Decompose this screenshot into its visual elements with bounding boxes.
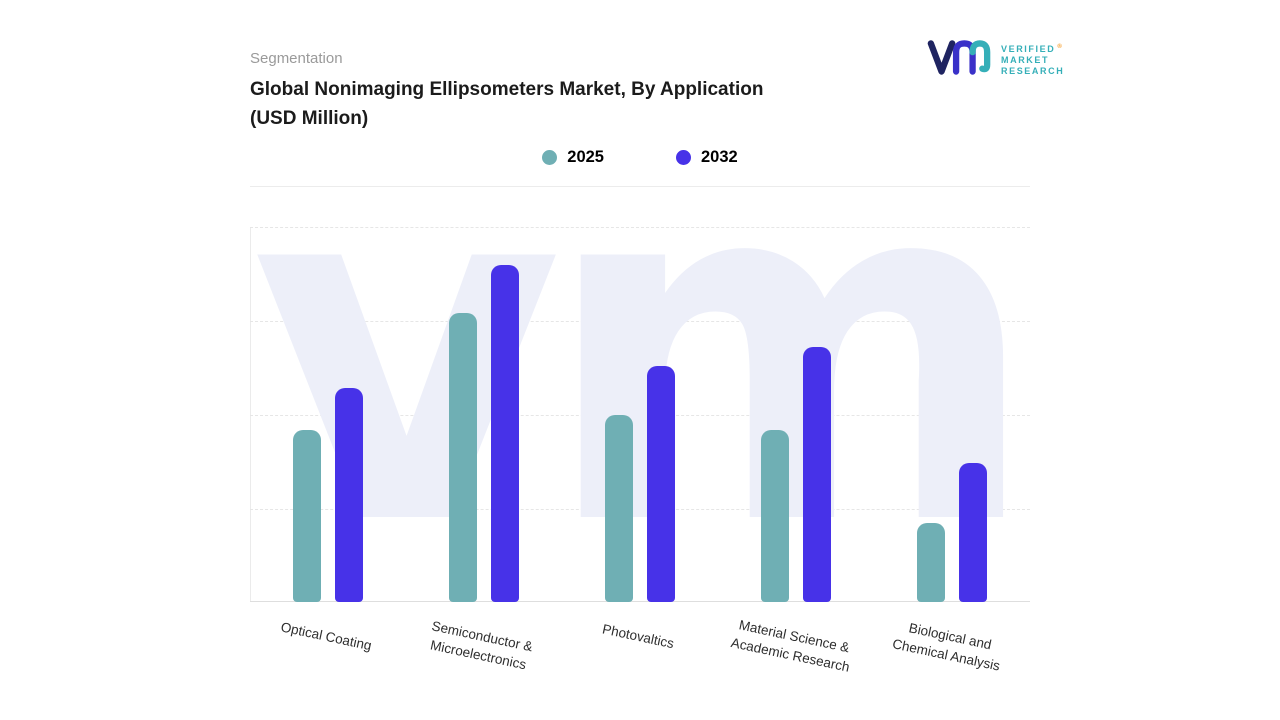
chart-legend: 2025 2032 [250,148,1030,167]
bar-2032-optical-coating [335,388,363,602]
bar-2032-material-science-and-academic-research [803,347,831,602]
legend-item-2025: 2025 [542,148,604,167]
page-title-line1: Global Nonimaging Ellipsometers Market, … [250,79,764,100]
category-label-semiconductor-and-microelectronics: Semiconductor & Microelectronics [429,618,535,673]
gridline [250,227,1030,228]
legend-label-2032: 2032 [701,148,738,166]
category-label-material-science-and-academic-research: Material Science & Academic Research [729,617,851,675]
bar-group-biological-and-chemical-analysis: Biological and Chemical Analysis [874,227,1030,674]
brand-logo: VERIFIED ® MARKET RESEARCH [926,36,1064,83]
bar-2025-material-science-and-academic-research [761,429,789,602]
legend-item-2032: 2032 [676,148,738,167]
bar-2025-semiconductor-and-microelectronics [449,313,477,602]
bar-2025-optical-coating [293,429,321,602]
registered-trademark: ® [1057,44,1062,50]
bar-2032-biological-and-chemical-analysis [959,463,987,602]
category-label-biological-and-chemical-analysis: Biological and Chemical Analysis [891,620,1002,674]
bar-2025-biological-and-chemical-analysis [917,523,945,602]
legend-dot-2032-icon [676,150,691,165]
brand-wordmark: VERIFIED ® MARKET RESEARCH [1001,42,1064,77]
category-label-photovaltics: Photovaltics [601,621,676,652]
legend-dot-2025-icon [542,150,558,165]
header-separator [250,186,1030,187]
bar-group-semiconductor-and-microelectronics: Semiconductor & Microelectronics [406,227,562,672]
brand-line-research: RESEARCH [1001,66,1065,76]
bar-group-photovaltics: Photovaltics [562,227,718,651]
brand-line-verified: VERIFIED [1001,44,1056,54]
x-axis-line [250,601,1030,602]
bar-2025-photovaltics [605,414,633,602]
vmr-logo-icon [926,36,992,83]
brand-line-market: MARKET [1001,55,1050,65]
gridline [250,321,1030,322]
page-title: Global Nonimaging Ellipsometers Market, … [250,75,890,133]
y-axis-line [250,227,251,602]
bar-groups: Optical Coating Semiconductor & Microelec… [250,227,1030,675]
gridline [250,509,1030,510]
category-label-optical-coating: Optical Coating [279,619,373,654]
bar-group-optical-coating: Optical Coating [250,227,406,653]
gridline [250,415,1030,416]
bar-2032-photovaltics [647,365,675,602]
page-title-line2: (USD Million) [250,108,369,129]
plot-area: vm Optical Coating Semiconductor & Microe… [250,72,1041,675]
bar-2032-semiconductor-and-microelectronics [491,264,519,602]
legend-label-2025: 2025 [567,148,604,166]
bar-group-material-science-and-academic-research: Material Science & Academic Research [718,227,874,675]
segmentation-eyebrow: Segmentation [250,50,343,67]
